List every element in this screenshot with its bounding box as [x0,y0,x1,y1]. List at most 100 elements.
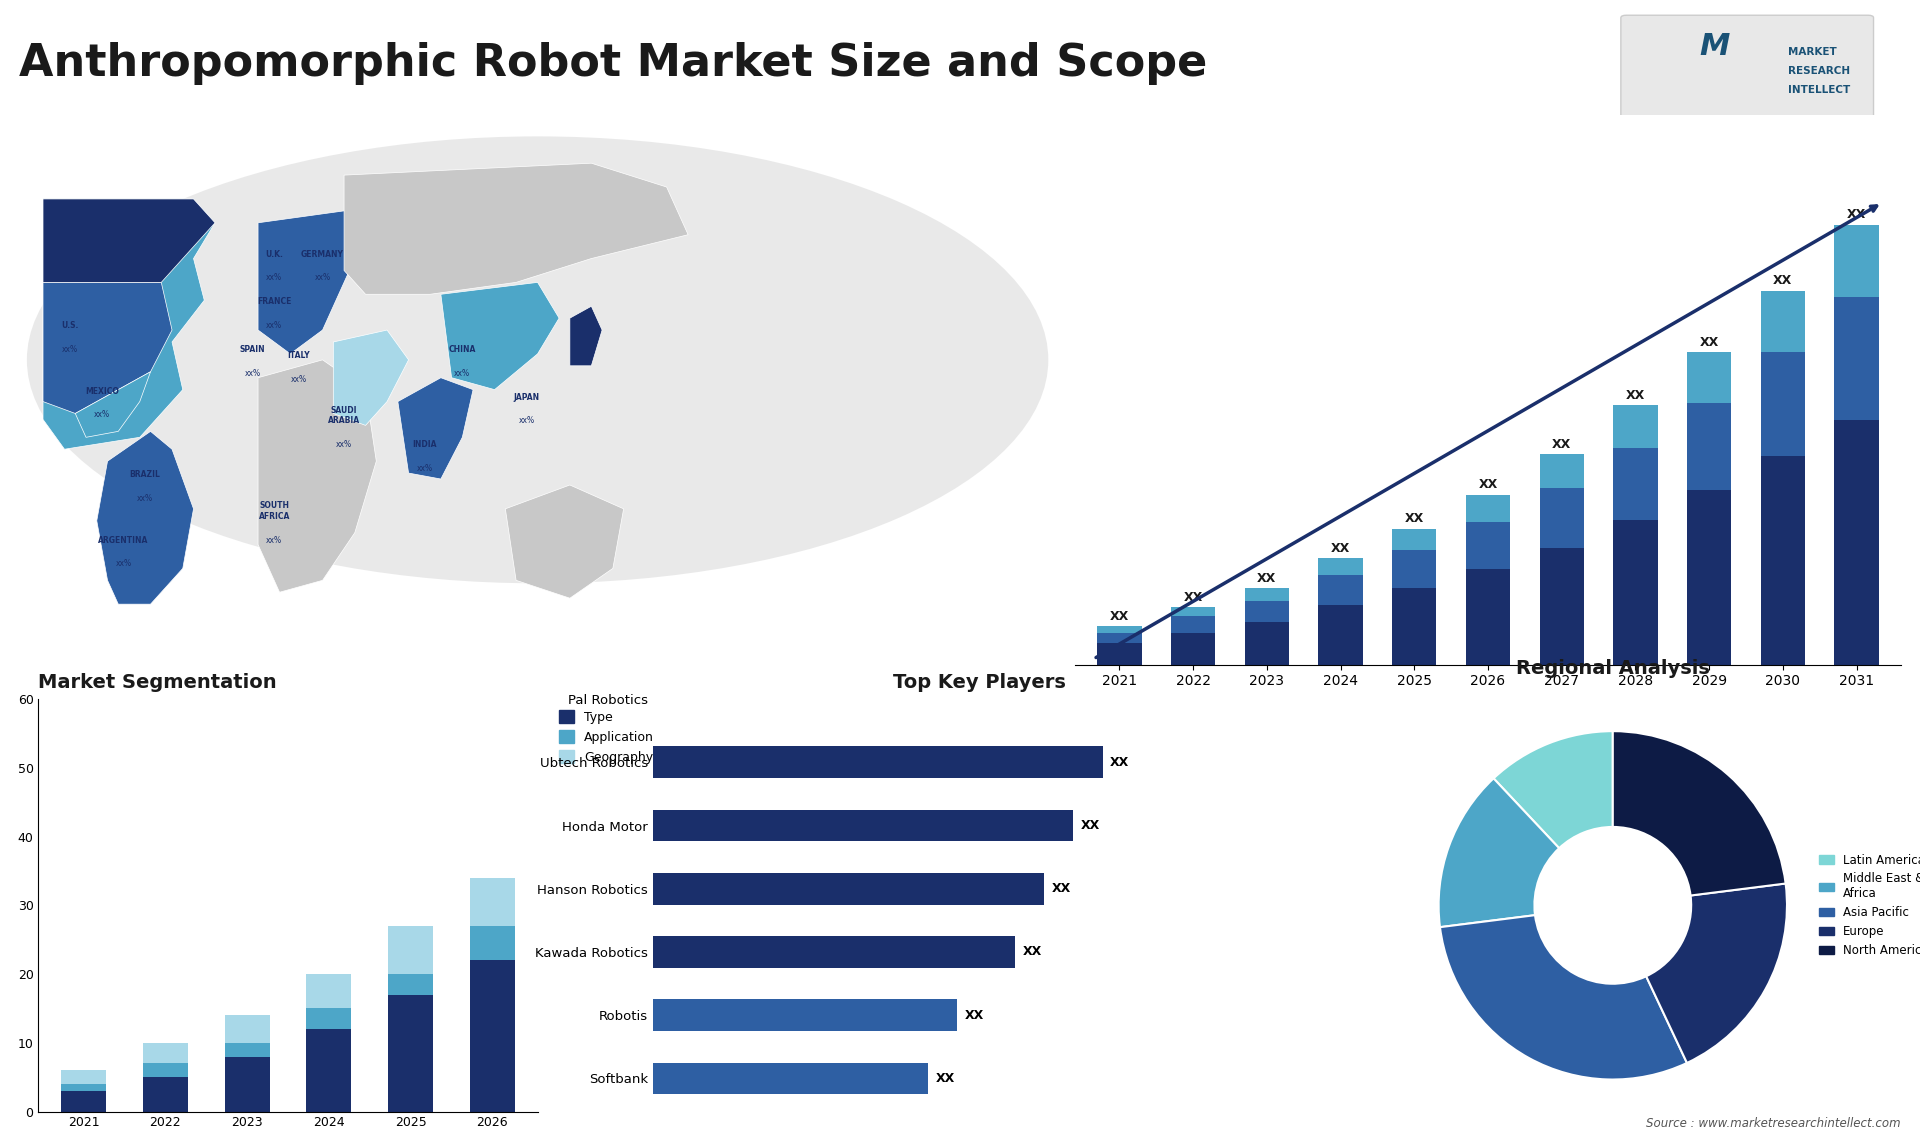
Bar [470,926,515,1112]
Bar [1319,558,1363,575]
Bar [1834,225,1878,297]
Bar [1171,633,1215,665]
Text: XX: XX [935,1072,954,1085]
Text: SPAIN: SPAIN [240,345,265,354]
Text: xx%: xx% [136,494,154,503]
Bar [307,1029,351,1112]
Text: xx%: xx% [336,440,351,449]
Text: XX: XX [1110,756,1129,769]
Bar [142,1063,188,1112]
Title: Regional Analysis: Regional Analysis [1517,659,1709,677]
Bar [1244,622,1288,665]
Bar [1688,403,1732,490]
Text: xx%: xx% [115,559,132,568]
Bar [470,878,515,1112]
Wedge shape [1438,778,1559,927]
Text: U.K.: U.K. [265,250,282,259]
Ellipse shape [27,136,1048,583]
Polygon shape [42,282,173,414]
Bar [1688,490,1732,665]
Bar [1244,601,1288,622]
Polygon shape [42,199,215,449]
Bar [388,926,434,1112]
Text: SOUTH
AFRICA: SOUTH AFRICA [259,501,290,520]
Bar [1098,633,1142,643]
Bar [61,1091,106,1112]
Title: Top Key Players: Top Key Players [893,673,1066,692]
Bar [388,995,434,1112]
Text: XX: XX [1551,438,1571,452]
Polygon shape [257,360,376,592]
Bar [1540,488,1584,548]
Bar [142,1043,188,1112]
Bar [142,1077,188,1112]
Bar [1244,588,1288,601]
Bar [225,1015,269,1112]
Text: xx%: xx% [244,369,261,378]
Text: XX: XX [1331,542,1350,555]
Text: XX: XX [964,1008,983,1022]
Text: xx%: xx% [290,375,307,384]
Text: GERMANY: GERMANY [301,250,344,259]
Polygon shape [334,330,409,425]
Wedge shape [1645,884,1788,1063]
Text: XX: XX [1847,209,1866,221]
Bar [1098,643,1142,665]
Text: RESEARCH: RESEARCH [1788,65,1849,76]
Text: JAPAN: JAPAN [515,393,540,401]
Bar [307,1008,351,1112]
Bar [1465,570,1511,665]
Wedge shape [1613,731,1786,895]
Polygon shape [257,211,365,354]
Text: ARGENTINA: ARGENTINA [98,535,150,544]
Text: MARKET: MARKET [1788,47,1836,57]
Bar [61,1070,106,1112]
Text: XX: XX [1052,882,1071,895]
Wedge shape [1494,731,1613,848]
Text: xx%: xx% [267,535,282,544]
Bar [1688,352,1732,403]
Bar [307,974,351,1112]
Bar [1834,297,1878,421]
Bar [61,1084,106,1112]
Text: xx%: xx% [94,274,109,282]
Bar [225,1057,269,1112]
Text: XX: XX [1081,819,1100,832]
Text: XX: XX [1699,336,1718,350]
Bar [1540,548,1584,665]
Text: xx%: xx% [417,464,432,473]
Text: ITALY: ITALY [288,351,311,360]
Bar [1540,454,1584,488]
Bar [1098,627,1142,633]
Bar [1392,550,1436,588]
Bar [1392,528,1436,550]
Bar [470,960,515,1112]
Polygon shape [570,306,603,366]
Bar [225,1043,269,1112]
Text: Market Segmentation: Market Segmentation [38,673,276,692]
Text: SAUDI
ARABIA: SAUDI ARABIA [328,406,361,425]
Text: CHINA: CHINA [449,345,476,354]
Text: XX: XX [1774,274,1793,288]
Circle shape [1534,827,1692,983]
Text: xx%: xx% [94,410,109,419]
Bar [1171,607,1215,615]
Text: xx%: xx% [61,345,79,354]
Text: XX: XX [1258,572,1277,584]
Text: XX: XX [1478,478,1498,492]
Text: xx%: xx% [315,274,330,282]
Polygon shape [505,485,624,598]
Bar [1171,615,1215,633]
Text: XX: XX [1110,610,1129,623]
Polygon shape [42,199,215,282]
Bar [388,974,434,1112]
Polygon shape [442,282,559,390]
Bar [1761,291,1805,352]
Bar [1392,588,1436,665]
Bar [1761,352,1805,456]
Legend: Latin America, Middle East &
Africa, Asia Pacific, Europe, North America: Latin America, Middle East & Africa, Asi… [1814,849,1920,961]
Text: CANADA: CANADA [84,250,121,259]
Wedge shape [1440,916,1688,1080]
Text: xx%: xx% [455,369,470,378]
Bar [653,936,1016,967]
